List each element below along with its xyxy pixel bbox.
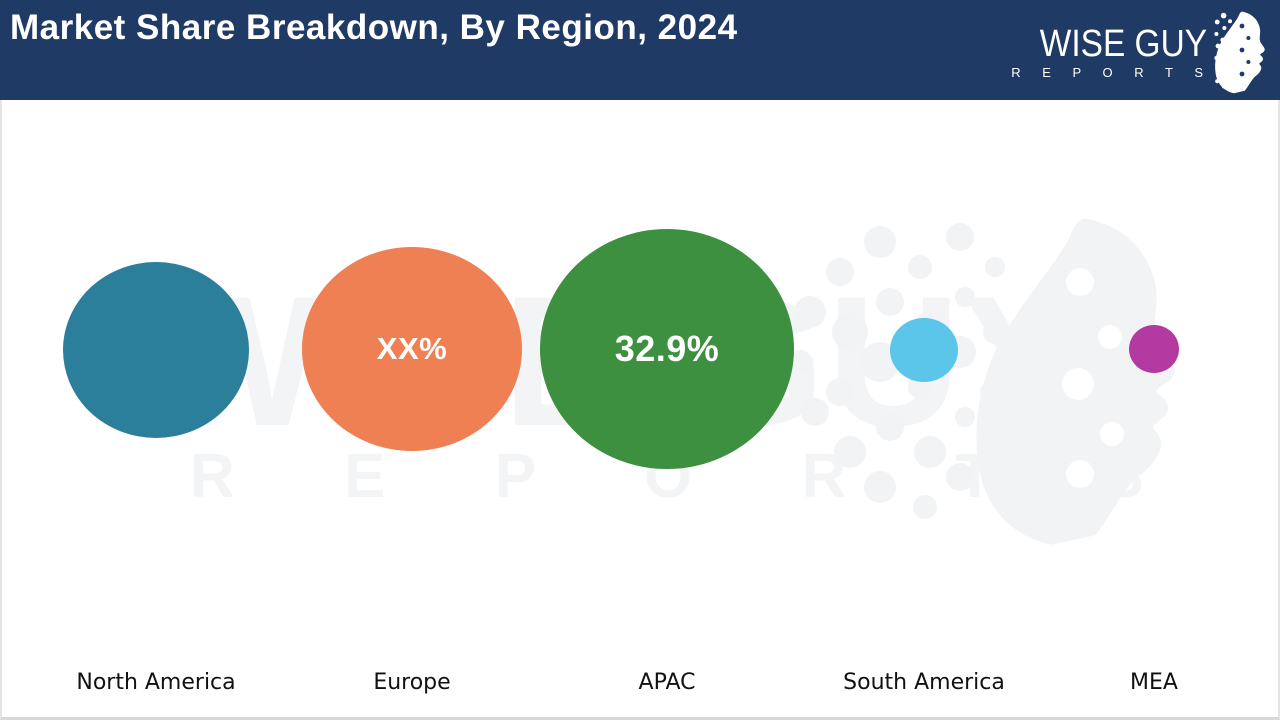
bubble-value-label-apac: 32.9% [614,328,720,369]
category-label-north-america: North America [76,670,236,695]
page-title: Market Share Breakdown, By Region, 2024 [10,8,738,47]
category-label-mea: MEA [1130,670,1178,695]
wiseguy-logo: WISE GUY R E P O R T S [1011,10,1266,94]
watermark-head-graphic [788,218,1175,545]
wiseguy-logo-text: WISE GUY R E P O R T S [1011,24,1212,81]
header-bar: Market Share Breakdown, By Region, 2024 … [0,0,1280,100]
wiseguy-logo-head-icon [1214,11,1265,94]
logo-brand-name: WISE GUY [1039,22,1207,65]
bubble-apac: 32.9% [540,229,794,469]
category-label-apac: APAC [638,670,696,695]
bubble-chart: WISE GUY R E P O R T S [0,100,1280,720]
bubble-mea [1129,325,1179,373]
category-label-europe: Europe [373,670,451,695]
bubble-south-america [890,318,958,382]
category-label-south-america: South America [843,670,1005,695]
bubble-value-label-europe: XX% [376,331,448,366]
bubble-europe: XX% [302,247,522,451]
logo-brand-subtitle: R E P O R T S [1011,64,1212,80]
bubble-north-america [63,262,249,438]
